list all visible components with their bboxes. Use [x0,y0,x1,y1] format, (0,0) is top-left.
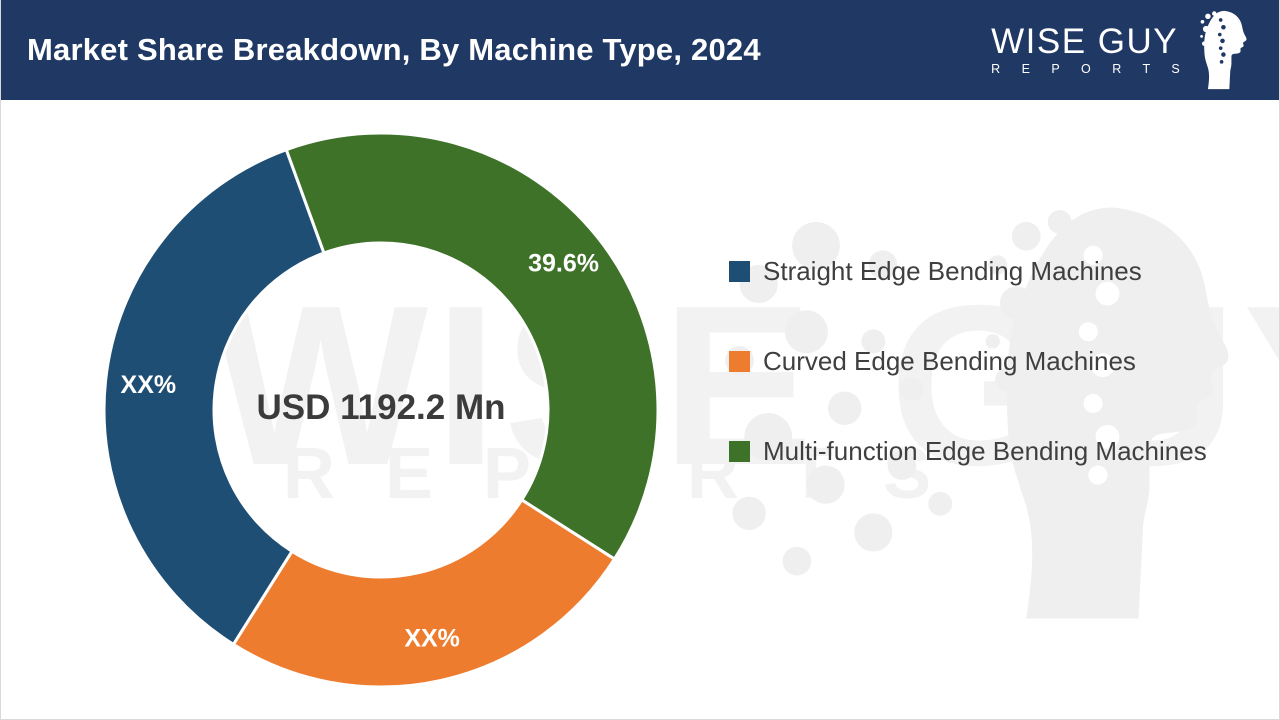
donut-center-value: USD 1192.2 Mn [256,388,506,427]
logo-subtitle: R E P O R T S [991,62,1189,77]
legend-label: Multi-function Edge Bending Machines [763,435,1207,466]
legend-item-curved-edge: Curved Edge Bending Machines [729,346,1207,376]
donut-slice [102,148,326,646]
page-title: Market Share Breakdown, By Machine Type,… [27,32,761,67]
slice-percentage-label: XX% [121,371,177,399]
legend-swatch-green [729,440,750,462]
chart-legend: Straight Edge Bending Machines Curved Ed… [729,256,1207,526]
slice-percentage-label: 39.6% [528,250,599,278]
legend-label: Curved Edge Bending Machines [763,345,1136,376]
legend-item-multi-function: Multi-function Edge Bending Machines [729,436,1207,466]
legend-swatch-orange [729,350,750,372]
wiseguy-logo: WISE GUY R E P O R T S [991,9,1255,91]
logo-text: WISE GUY R E P O R T S [991,24,1189,76]
slice-percentage-label: XX% [404,624,460,652]
logo-wordmark: WISE GUY [991,22,1179,62]
donut-slice [284,131,660,561]
legend-swatch-blue [729,260,750,282]
legend-label: Straight Edge Bending Machines [763,255,1142,286]
header-bar: Market Share Breakdown, By Machine Type,… [1,0,1279,100]
donut-slice [231,498,616,689]
wiseguy-head-icon [1199,10,1247,90]
legend-item-straight-edge: Straight Edge Bending Machines [729,256,1207,286]
